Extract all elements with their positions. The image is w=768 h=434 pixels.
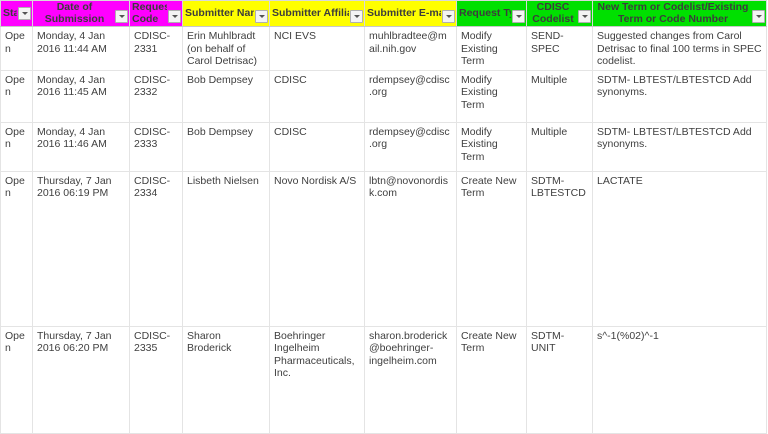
cell-date-of-submission[interactable]: Monday, 4 Jan 2016 11:46 AM bbox=[32, 121, 130, 172]
filter-dropdown-icon-submitter-email[interactable] bbox=[442, 10, 455, 23]
cell-date-of-submission[interactable]: Monday, 4 Jan 2016 11:45 AM bbox=[32, 69, 130, 123]
column-header-label: Submitter Nam bbox=[185, 7, 254, 19]
column-header-submitter-email[interactable]: Submitter E-ma bbox=[364, 0, 457, 27]
cell-submitter-name[interactable]: Erin Muhlbradt (on behalf of Carol Detri… bbox=[182, 26, 270, 71]
cell-status[interactable]: Open bbox=[0, 121, 33, 172]
column-header-request-code[interactable]: Request Code bbox=[129, 0, 183, 27]
column-header-request-type[interactable]: Request Ty bbox=[456, 0, 527, 27]
cell-submitter-name[interactable]: Bob Dempsey bbox=[182, 121, 270, 172]
filter-dropdown-icon-submitter-name[interactable] bbox=[255, 10, 268, 23]
filter-dropdown-icon-new-term[interactable] bbox=[752, 10, 765, 23]
cell-submitter-name[interactable]: Sharon Broderick bbox=[182, 325, 270, 434]
cell-date-of-submission[interactable]: Thursday, 7 Jan 2016 06:20 PM bbox=[32, 325, 130, 434]
table-row[interactable]: Open Monday, 4 Jan 2016 11:45 AM CDISC-2… bbox=[0, 69, 767, 123]
cell-new-term[interactable]: SDTM- LBTEST/LBTESTCD Add synonyms. bbox=[592, 69, 767, 123]
table-row[interactable]: Open Thursday, 7 Jan 2016 06:20 PM CDISC… bbox=[0, 325, 767, 434]
cell-request-code[interactable]: CDISC-2335 bbox=[129, 325, 183, 434]
column-header-date-of-submission[interactable]: Date of Submission bbox=[32, 0, 130, 27]
column-header-status[interactable]: Statu bbox=[0, 0, 33, 27]
cell-new-term[interactable]: LACTATE bbox=[592, 170, 767, 327]
column-header-cdisc-codelist[interactable]: CDISC Codelist bbox=[526, 0, 593, 27]
filter-dropdown-icon-cdisc-codelist[interactable] bbox=[578, 10, 591, 23]
cell-status[interactable]: Open bbox=[0, 170, 33, 327]
cell-cdisc-codelist[interactable]: Multiple bbox=[526, 121, 593, 172]
table-row[interactable]: Open Monday, 4 Jan 2016 11:46 AM CDISC-2… bbox=[0, 121, 767, 172]
cell-status[interactable]: Open bbox=[0, 69, 33, 123]
column-header-label: Submitter Affiliati bbox=[272, 7, 349, 19]
cell-submitter-email[interactable]: muhlbradtee@mail.nih.gov bbox=[364, 26, 457, 71]
filter-dropdown-icon-submitter-affiliation[interactable] bbox=[350, 10, 363, 23]
column-header-label: Statu bbox=[3, 7, 17, 19]
cell-cdisc-codelist[interactable]: SDTM-UNIT bbox=[526, 325, 593, 434]
grid-header-row: Statu Date of Submission Request Code bbox=[0, 0, 767, 27]
column-header-submitter-name[interactable]: Submitter Nam bbox=[182, 0, 270, 27]
cell-submitter-affiliation[interactable]: CDISC bbox=[269, 69, 365, 123]
cell-new-term[interactable]: Suggested changes from Carol Detrisac to… bbox=[592, 26, 767, 71]
column-header-label: New Term or Codelist/Existing Term or Co… bbox=[597, 2, 749, 25]
column-header-label: Submitter E-ma bbox=[367, 7, 441, 19]
table-row[interactable]: Open Monday, 4 Jan 2016 11:44 AM CDISC-2… bbox=[0, 26, 767, 71]
cell-submitter-name[interactable]: Lisbeth Nielsen bbox=[182, 170, 270, 327]
column-header-label: Request Code bbox=[132, 2, 167, 25]
cell-date-of-submission[interactable]: Thursday, 7 Jan 2016 06:19 PM bbox=[32, 170, 130, 327]
filter-dropdown-icon-status[interactable] bbox=[18, 7, 31, 20]
filter-dropdown-icon-request-code[interactable] bbox=[168, 10, 181, 23]
column-header-new-term[interactable]: New Term or Codelist/Existing Term or Co… bbox=[592, 0, 767, 27]
cell-cdisc-codelist[interactable]: Multiple bbox=[526, 69, 593, 123]
column-header-label: Date of Submission bbox=[44, 2, 105, 25]
cell-submitter-email[interactable]: lbtn@novonordisk.com bbox=[364, 170, 457, 327]
column-header-label: CDISC Codelist bbox=[532, 2, 574, 25]
cell-submitter-email[interactable]: sharon.broderick@boehringer-ingelheim.co… bbox=[364, 325, 457, 434]
cell-submitter-affiliation[interactable]: Boehringer Ingelheim Pharmaceuticals, In… bbox=[269, 325, 365, 434]
cell-request-type[interactable]: Modify Existing Term bbox=[456, 121, 527, 172]
cell-request-code[interactable]: CDISC-2334 bbox=[129, 170, 183, 327]
cell-submitter-name[interactable]: Bob Dempsey bbox=[182, 69, 270, 123]
column-header-label: Request Ty bbox=[459, 7, 511, 19]
cell-status[interactable]: Open bbox=[0, 26, 33, 71]
cell-status[interactable]: Open bbox=[0, 325, 33, 434]
cell-request-code[interactable]: CDISC-2333 bbox=[129, 121, 183, 172]
cell-cdisc-codelist[interactable]: SEND-SPEC bbox=[526, 26, 593, 71]
cell-cdisc-codelist[interactable]: SDTM-LBTESTCD bbox=[526, 170, 593, 327]
cell-request-type[interactable]: Create New Term bbox=[456, 325, 527, 434]
cell-request-code[interactable]: CDISC-2331 bbox=[129, 26, 183, 71]
cell-submitter-email[interactable]: rdempsey@cdisc.org bbox=[364, 121, 457, 172]
cell-submitter-email[interactable]: rdempsey@cdisc.org bbox=[364, 69, 457, 123]
cell-new-term[interactable]: SDTM- LBTEST/LBTESTCD Add synonyms. bbox=[592, 121, 767, 172]
cell-submitter-affiliation[interactable]: CDISC bbox=[269, 121, 365, 172]
cell-request-type[interactable]: Modify Existing Term bbox=[456, 69, 527, 123]
cell-submitter-affiliation[interactable]: NCI EVS bbox=[269, 26, 365, 71]
filter-dropdown-icon-date-of-submission[interactable] bbox=[115, 10, 128, 23]
cell-request-type[interactable]: Modify Existing Term bbox=[456, 26, 527, 71]
cell-submitter-affiliation[interactable]: Novo Nordisk A/S bbox=[269, 170, 365, 327]
cell-request-type[interactable]: Create New Term bbox=[456, 170, 527, 327]
filter-dropdown-icon-request-type[interactable] bbox=[512, 10, 525, 23]
cell-date-of-submission[interactable]: Monday, 4 Jan 2016 11:44 AM bbox=[32, 26, 130, 71]
cell-request-code[interactable]: CDISC-2332 bbox=[129, 69, 183, 123]
table-row[interactable]: Open Thursday, 7 Jan 2016 06:19 PM CDISC… bbox=[0, 170, 767, 327]
column-header-submitter-affiliation[interactable]: Submitter Affiliati bbox=[269, 0, 365, 27]
cell-new-term[interactable]: s^-1(%02)^-1 bbox=[592, 325, 767, 434]
